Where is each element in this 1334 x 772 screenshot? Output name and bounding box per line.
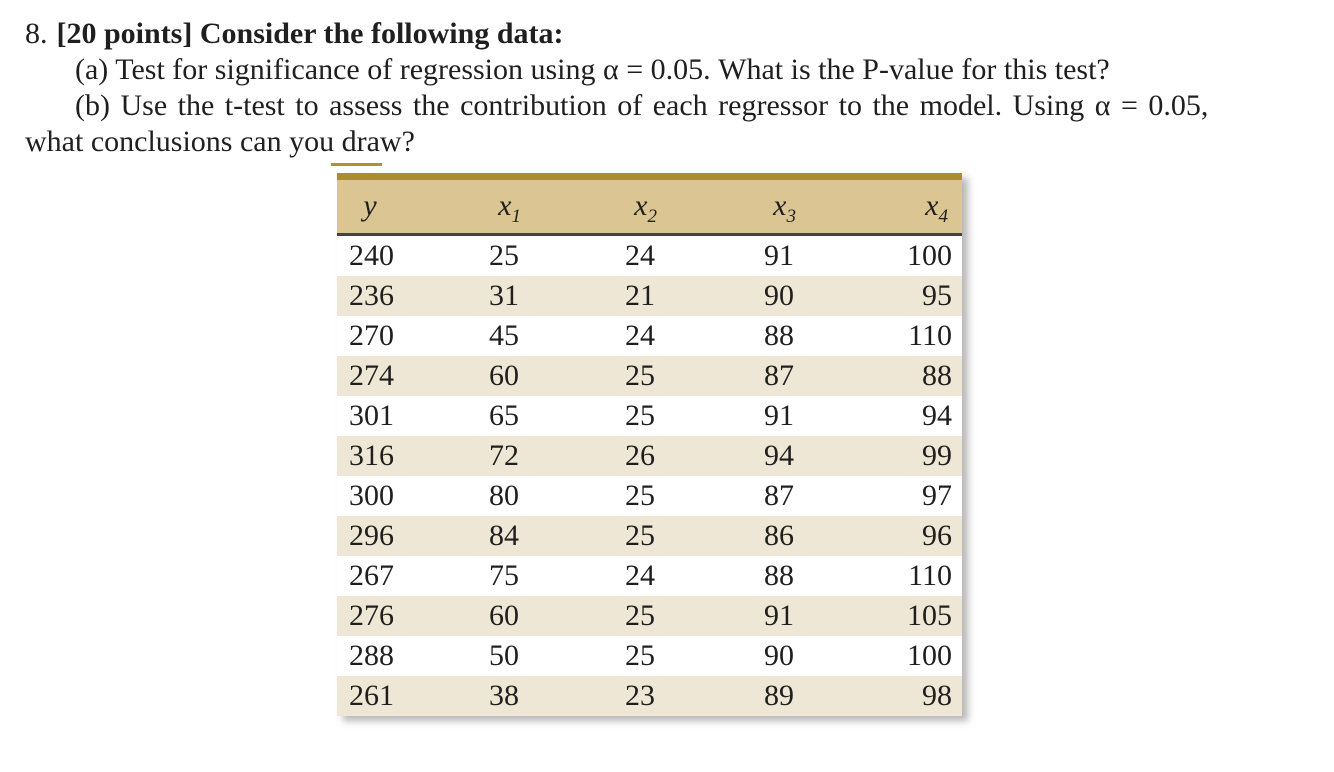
table-cell: 86 (764, 518, 794, 552)
table-row: 236 31 21 90 95 (337, 275, 962, 316)
table-cell: 236 (349, 278, 394, 312)
table-cell: 98 (922, 678, 952, 712)
regression-data-table: y x1 x2 x3 x4 240 25 24 91 100 236 31 21 90 95 270 45 24… (337, 180, 962, 716)
table-cell: 296 (349, 518, 394, 552)
table-cell: 95 (922, 278, 952, 312)
table-cell: 274 (349, 358, 394, 392)
table-cell: 25 (625, 398, 655, 432)
table-cell: 38 (489, 678, 519, 712)
question-text-block: 8. [20 points] Consider the following dat… (25, 16, 1315, 160)
column-header-x4: x4 (810, 180, 962, 236)
question-part-b: (b) Use the t-test to assess the contrib… (75, 89, 1209, 122)
table-cell: 100 (907, 638, 952, 672)
table-cell: 60 (489, 598, 519, 632)
question-part-b-continuation: what conclusions can you draw? (25, 125, 415, 158)
question-heading-bold: [20 points] Consider the following data: (56, 17, 564, 50)
column-header-x1: x1 (403, 180, 535, 236)
table-cell: 316 (349, 438, 394, 472)
table-cell: 88 (764, 558, 794, 592)
table-cell: 26 (625, 438, 655, 472)
table-row: 296 84 25 86 96 (337, 515, 962, 556)
table-cell: 21 (625, 278, 655, 312)
table-cell: 91 (764, 598, 794, 632)
table-cell: 91 (764, 238, 794, 272)
table-cell: 88 (922, 358, 952, 392)
table-cell: 88 (764, 318, 794, 352)
table-cell: 25 (489, 238, 519, 272)
table-cell: 25 (625, 638, 655, 672)
table-row: 316 72 26 94 99 (337, 435, 962, 476)
table-cell: 100 (907, 238, 952, 272)
table-row: 261 38 23 89 98 (337, 675, 962, 716)
table-cell: 94 (764, 438, 794, 472)
table-cell: 45 (489, 318, 519, 352)
table-cell: 300 (349, 478, 394, 512)
table-cell: 99 (922, 438, 952, 472)
table-cell: 25 (625, 518, 655, 552)
table-row: 300 80 25 87 97 (337, 475, 962, 516)
table-cell: 84 (489, 518, 519, 552)
table-cell: 25 (625, 598, 655, 632)
table-cell: 90 (764, 638, 794, 672)
column-header-x2: x2 (535, 180, 671, 236)
question-heading-line: 8. [20 points] Consider the following dat… (25, 16, 1315, 52)
table-cell: 24 (625, 238, 655, 272)
table-header-row: y x1 x2 x3 x4 (337, 180, 962, 236)
column-header-y: y (337, 180, 403, 236)
table-cell: 94 (922, 398, 952, 432)
table-cell: 25 (625, 358, 655, 392)
table-cell: 91 (764, 398, 794, 432)
table-cell: 89 (764, 678, 794, 712)
table-cell: 110 (908, 318, 952, 352)
gold-underline-mark (331, 163, 382, 166)
table-cell: 72 (489, 438, 519, 472)
table-cell: 87 (764, 358, 794, 392)
table-cell: 96 (922, 518, 952, 552)
table-cell: 267 (349, 558, 394, 592)
table-cell: 75 (489, 558, 519, 592)
table-row: 301 65 25 91 94 (337, 395, 962, 436)
table-cell: 60 (489, 358, 519, 392)
table-cell: 23 (625, 678, 655, 712)
table-cell: 261 (349, 678, 394, 712)
table-cell: 270 (349, 318, 394, 352)
table-cell: 50 (489, 638, 519, 672)
data-table-container: y x1 x2 x3 x4 240 25 24 91 100 236 31 21 90 95 270 45 24… (337, 173, 962, 716)
table-cell: 110 (908, 558, 952, 592)
table-cell: 80 (489, 478, 519, 512)
table-cell: 87 (764, 478, 794, 512)
table-body: 240 25 24 91 100 236 31 21 90 95 270 45 24 88 110 274 60… (337, 234, 962, 716)
table-cell: 65 (489, 398, 519, 432)
table-row: 240 25 24 91 100 (337, 234, 962, 276)
table-cell: 276 (349, 598, 394, 632)
table-cell: 24 (625, 558, 655, 592)
table-cell: 97 (922, 478, 952, 512)
question-part-a: (a) Test for significance of regression … (75, 53, 1110, 86)
table-row: 267 75 24 88 110 (337, 555, 962, 596)
table-cell: 25 (625, 478, 655, 512)
table-cell: 301 (349, 398, 394, 432)
table-top-border (337, 173, 962, 180)
column-header-x3: x3 (671, 180, 810, 236)
table-row: 288 50 25 90 100 (337, 635, 962, 676)
table-cell: 105 (907, 598, 952, 632)
table-cell: 31 (489, 278, 519, 312)
question-number: 8. (25, 17, 48, 50)
table-cell: 90 (764, 278, 794, 312)
table-row: 276 60 25 91 105 (337, 595, 962, 636)
table-cell: 240 (349, 238, 394, 272)
table-cell: 24 (625, 318, 655, 352)
table-row: 270 45 24 88 110 (337, 315, 962, 356)
table-row: 274 60 25 87 88 (337, 355, 962, 396)
table-cell: 288 (349, 638, 394, 672)
